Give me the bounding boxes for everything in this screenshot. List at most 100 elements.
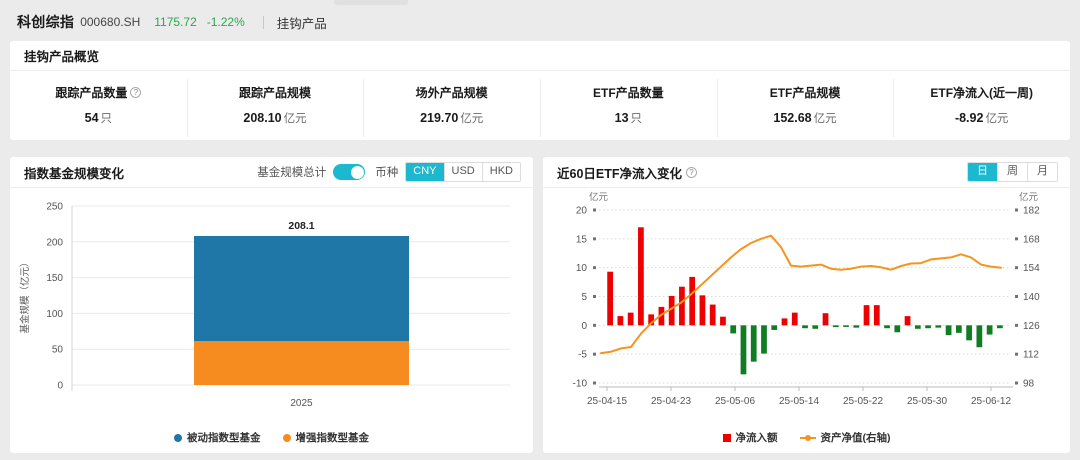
etf-netflow-plot: -10 -5 0 5 10 15 20 98 112 126 140 154 168 182 亿元 亿元 25-… <box>543 188 1070 453</box>
legend-item[interactable]: 净流入额 <box>722 430 778 445</box>
netflow-bar[interactable] <box>648 314 655 326</box>
index-price: 1175.72 <box>154 15 197 29</box>
help-icon[interactable]: ? <box>686 166 698 178</box>
netflow-bar[interactable] <box>638 227 644 326</box>
fund-scale-panel: 指数基金规模变化 基金规模总计 币种 CNY USD HKD 0 50 100 150 20… <box>10 157 533 453</box>
stat-label: ETF产品规模 <box>770 84 841 101</box>
index-change-pct: -1.22% <box>206 15 245 29</box>
overview-card: 挂钩产品概览 跟踪产品数量? 54 只 跟踪产品规模 208.10 亿元 场外产品规模 219… <box>10 41 1070 140</box>
netflow-bar[interactable] <box>658 306 665 326</box>
currency-label: 币种 <box>375 167 399 179</box>
netflow-bar[interactable] <box>945 325 952 336</box>
currency-option-hkd[interactable]: HKD <box>482 163 520 181</box>
stat-unit: 只 <box>630 113 643 125</box>
help-icon[interactable]: ? <box>130 87 142 98</box>
netflow-bar[interactable] <box>781 318 788 326</box>
stat-value: 54 只 <box>84 111 113 125</box>
netflow-bar[interactable] <box>812 325 819 329</box>
bar-segment-enhanced[interactable] <box>194 341 409 385</box>
netflow-bar[interactable] <box>955 325 962 333</box>
period-button-group[interactable]: 日周月 <box>967 162 1058 182</box>
currency-option-cny[interactable]: CNY <box>406 163 445 181</box>
y-tick-label-right: 182 <box>1023 206 1040 217</box>
legend-item[interactable]: 增强指数型基金 <box>282 430 369 445</box>
netflow-bar[interactable] <box>617 316 624 326</box>
netflow-bar[interactable] <box>720 316 726 326</box>
netflow-bar[interactable] <box>699 295 706 326</box>
bar-value-label: 208.1 <box>288 220 314 232</box>
etf-netflow-svg: -10 -5 0 5 10 15 20 98 112 126 140 154 168 182 亿元 亿元 25-… <box>573 191 1041 407</box>
stat-label: ETF产品数量 <box>593 84 664 101</box>
netflow-bar[interactable] <box>771 325 778 330</box>
netflow-bar[interactable] <box>740 325 747 375</box>
netflow-bar[interactable] <box>914 325 921 329</box>
netflow-bar[interactable] <box>822 313 829 326</box>
netflow-bar[interactable] <box>853 325 860 328</box>
legend-item[interactable]: 资产净值(右轴) <box>799 430 891 445</box>
index-header: 科创综指 000680.SH 1175.72 -1.22% 挂钩产品 <box>0 6 1080 38</box>
netflow-bar[interactable] <box>791 312 798 326</box>
y-tick-label-left: 0 <box>581 321 587 332</box>
netflow-bar[interactable] <box>843 325 849 327</box>
x-tick-label: 25-05-30 <box>907 396 947 407</box>
period-option-日[interactable]: 日 <box>968 163 998 181</box>
netflow-bar[interactable] <box>863 305 870 326</box>
y-axis-unit-left: 亿元 <box>589 191 609 203</box>
etf-netflow-legend: 净流入额 资产净值(右轴) <box>543 430 1070 445</box>
netflow-bar[interactable] <box>966 325 972 341</box>
netflow-bar[interactable] <box>668 295 675 326</box>
netflow-bar[interactable] <box>894 325 901 333</box>
netflow-bar[interactable] <box>607 271 613 326</box>
stat-card: 跟踪产品规模 208.10 亿元 <box>186 71 364 139</box>
netflow-bar[interactable] <box>802 325 808 329</box>
y-tick-label-right: 112 <box>1023 350 1039 361</box>
netflow-bar[interactable] <box>997 325 1003 329</box>
stat-label: 场外产品规模 <box>416 84 488 101</box>
currency-button-group[interactable]: CNY USD HKD <box>405 162 521 182</box>
stat-card: 跟踪产品数量? 54 只 <box>10 71 187 139</box>
netflow-bar[interactable] <box>904 316 911 326</box>
y-tick-label-left: -10 <box>573 379 588 390</box>
netflow-bar[interactable] <box>976 325 983 348</box>
legend-color-square <box>722 433 731 442</box>
y-tick-label: 0 <box>57 381 63 392</box>
overview-title: 挂钩产品概览 <box>10 41 1070 71</box>
x-tick-label: 25-05-06 <box>715 396 755 407</box>
legend-color-dot <box>282 433 291 442</box>
stat-unit: 只 <box>100 113 113 125</box>
currency-option-usd[interactable]: USD <box>444 163 483 181</box>
stat-label: 跟踪产品数量? <box>55 84 142 101</box>
y-tick-label-right: 126 <box>1023 321 1040 332</box>
x-tick-label: 25-05-14 <box>779 396 819 407</box>
netflow-bar[interactable] <box>873 305 880 326</box>
y-tick-label-right: 140 <box>1023 292 1040 303</box>
nav-line[interactable] <box>600 234 1002 355</box>
netflow-bar[interactable] <box>679 286 685 326</box>
netflow-bar[interactable] <box>709 304 716 326</box>
y-tick-label: 50 <box>52 345 64 356</box>
netflow-bar[interactable] <box>925 325 931 329</box>
netflow-bar[interactable] <box>884 325 890 329</box>
netflow-bar[interactable] <box>750 325 757 362</box>
legend-item[interactable]: 被动指数型基金 <box>174 430 261 445</box>
fund-scale-legend: 被动指数型基金 增强指数型基金 <box>10 430 533 445</box>
netflow-bar[interactable] <box>761 325 767 354</box>
stat-label: 跟踪产品规模 <box>239 84 311 101</box>
netflow-bar[interactable] <box>689 276 696 326</box>
netflow-bar[interactable] <box>730 325 737 334</box>
y-tick-label-right: 98 <box>1023 379 1035 390</box>
fund-total-toggle[interactable] <box>333 164 366 180</box>
tab-linked-products[interactable]: 挂钩产品 <box>276 16 327 31</box>
fund-total-toggle-label: 基金规模总计 <box>257 167 327 179</box>
period-option-周[interactable]: 周 <box>998 163 1028 181</box>
netflow-bar[interactable] <box>832 325 839 328</box>
netflow-bar[interactable] <box>935 325 942 328</box>
stat-card: ETF净流入(近一周) -8.92 亿元 <box>893 71 1070 139</box>
index-code: 000680.SH <box>80 15 141 29</box>
netflow-bar[interactable] <box>986 325 993 335</box>
bar-segment-passive[interactable] <box>194 236 409 342</box>
stat-value: 208.10 亿元 <box>243 111 307 125</box>
period-option-月[interactable]: 月 <box>1028 163 1057 181</box>
netflow-bar[interactable] <box>627 312 634 326</box>
stat-card: 场外产品规模 219.70 亿元 <box>363 71 540 139</box>
